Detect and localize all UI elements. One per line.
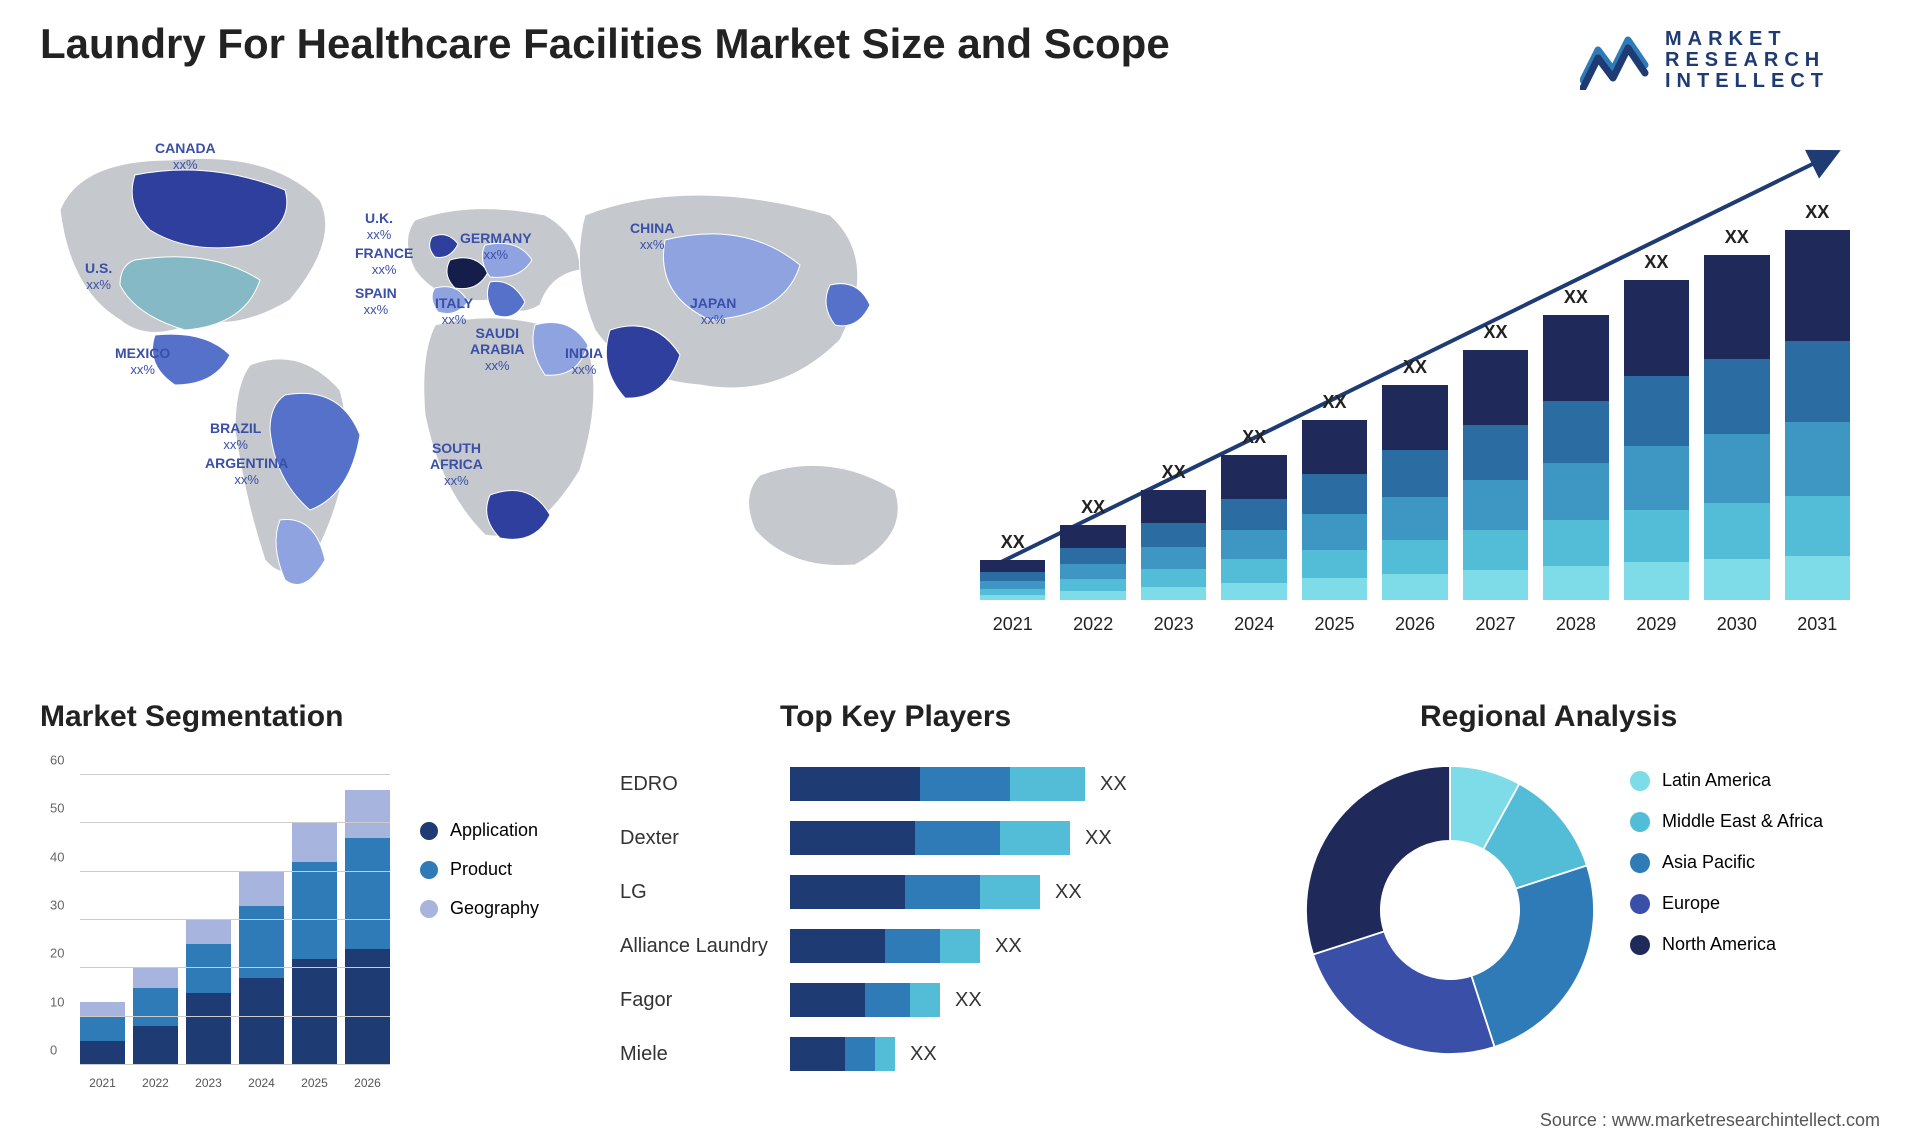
seg-ytick-label: 20: [50, 946, 64, 961]
world-map-svg: [40, 130, 940, 650]
player-value: XX: [1055, 881, 1082, 904]
segmentation-chart: 0 10 20 30 40 50 60 2021 2022 2023 2024 2025 2026 A…: [40, 750, 600, 1090]
player-name: Fagor: [620, 989, 790, 1012]
seg-legend-item: Geography: [420, 898, 539, 919]
growth-year-label: 2030: [1704, 614, 1769, 635]
map-label-canada: CANADAxx%: [155, 140, 216, 173]
map-label-italy: ITALYxx%: [435, 295, 473, 328]
map-label-south-africa: SOUTHAFRICAxx%: [430, 440, 483, 489]
seg-ytick-label: 10: [50, 994, 64, 1009]
player-value: XX: [1100, 773, 1127, 796]
player-name: Alliance Laundry: [620, 935, 790, 958]
brand-logo: MARKET RESEARCH INTELLECT: [1580, 15, 1880, 105]
map-label-spain: SPAINxx%: [355, 285, 397, 318]
page-title: Laundry For Healthcare Facilities Market…: [40, 20, 1170, 68]
map-label-u-s-: U.S.xx%: [85, 260, 112, 293]
seg-ytick-label: 30: [50, 898, 64, 913]
growth-bar: XX: [1221, 455, 1286, 600]
growth-year-label: 2024: [1221, 614, 1286, 635]
seg-legend-item: Application: [420, 820, 539, 841]
seg-ytick-label: 40: [50, 849, 64, 864]
growth-year-label: 2023: [1141, 614, 1206, 635]
growth-bar: XX: [1704, 255, 1769, 600]
players-title: Top Key Players: [780, 700, 1011, 734]
player-value: XX: [1085, 827, 1112, 850]
seg-year-label: 2026: [345, 1076, 390, 1090]
seg-bar: [292, 823, 337, 1065]
growth-year-label: 2021: [980, 614, 1045, 635]
seg-bar: [345, 790, 390, 1065]
source-citation: Source : www.marketresearchintellect.com: [1540, 1110, 1880, 1131]
growth-bar-chart: XXXXXXXXXXXXXXXXXXXXXX 20212022202320242…: [980, 135, 1850, 635]
seg-year-label: 2024: [239, 1076, 284, 1090]
seg-ytick-label: 60: [50, 753, 64, 768]
players-chart: EDROXXDexterXXLGXXAlliance LaundryXXFago…: [620, 760, 1240, 1100]
player-value: XX: [910, 1043, 937, 1066]
growth-bar: XX: [1141, 490, 1206, 600]
map-label-germany: GERMANYxx%: [460, 230, 532, 263]
growth-bar: XX: [1060, 525, 1125, 600]
player-name: LG: [620, 881, 790, 904]
segmentation-title: Market Segmentation: [40, 700, 343, 734]
player-row: EDRO XX: [620, 760, 1240, 808]
growth-bar: XX: [1624, 280, 1689, 600]
map-label-japan: JAPANxx%: [690, 295, 736, 328]
player-name: Dexter: [620, 827, 790, 850]
map-label-france: FRANCExx%: [355, 245, 413, 278]
logo-text: MARKET RESEARCH INTELLECT: [1665, 29, 1829, 92]
growth-bar: XX: [1785, 230, 1850, 600]
regional-legend-item: Europe: [1630, 893, 1823, 914]
player-row: LG XX: [620, 868, 1240, 916]
map-label-brazil: BRAZILxx%: [210, 420, 261, 453]
growth-bar: XX: [1302, 420, 1367, 600]
growth-year-label: 2025: [1302, 614, 1367, 635]
growth-bar: XX: [980, 560, 1045, 600]
growth-year-label: 2022: [1060, 614, 1125, 635]
seg-bar: [133, 968, 178, 1065]
regional-legend-item: Asia Pacific: [1630, 852, 1823, 873]
regional-title: Regional Analysis: [1420, 700, 1677, 734]
regional-legend-item: North America: [1630, 934, 1823, 955]
player-name: Miele: [620, 1043, 790, 1066]
seg-year-label: 2021: [80, 1076, 125, 1090]
map-label-u-k-: U.K.xx%: [365, 210, 393, 243]
player-value: XX: [955, 989, 982, 1012]
seg-bar: [186, 920, 231, 1065]
regional-legend-item: Latin America: [1630, 770, 1823, 791]
player-row: Fagor XX: [620, 976, 1240, 1024]
segmentation-legend: Application Product Geography: [420, 820, 539, 937]
regional-legend: Latin America Middle East & Africa Asia Pa…: [1630, 770, 1823, 975]
player-row: Dexter XX: [620, 814, 1240, 862]
logo-icon: [1580, 30, 1650, 90]
map-label-india: INDIAxx%: [565, 345, 603, 378]
growth-year-label: 2027: [1463, 614, 1528, 635]
seg-bar: [80, 1002, 125, 1065]
player-row: Miele XX: [620, 1030, 1240, 1078]
seg-ytick-label: 50: [50, 801, 64, 816]
seg-year-label: 2025: [292, 1076, 337, 1090]
growth-year-label: 2031: [1785, 614, 1850, 635]
seg-legend-item: Product: [420, 859, 539, 880]
growth-bar: XX: [1543, 315, 1608, 600]
player-row: Alliance Laundry XX: [620, 922, 1240, 970]
seg-year-label: 2023: [186, 1076, 231, 1090]
world-map: CANADAxx% U.S.xx% MEXICOxx% BRAZILxx%ARGENT…: [40, 130, 940, 650]
seg-ytick-label: 0: [50, 1043, 57, 1058]
growth-bar: XX: [1463, 350, 1528, 600]
player-name: EDRO: [620, 773, 790, 796]
map-label-saudi-arabia: SAUDIARABIAxx%: [470, 325, 524, 374]
player-value: XX: [995, 935, 1022, 958]
growth-year-label: 2029: [1624, 614, 1689, 635]
map-label-argentina: ARGENTINAxx%: [205, 455, 288, 488]
map-label-mexico: MEXICOxx%: [115, 345, 170, 378]
seg-year-label: 2022: [133, 1076, 178, 1090]
growth-bar: XX: [1382, 385, 1447, 600]
growth-year-label: 2026: [1382, 614, 1447, 635]
donut-icon: [1300, 760, 1600, 1060]
map-label-china: CHINAxx%: [630, 220, 674, 253]
regional-legend-item: Middle East & Africa: [1630, 811, 1823, 832]
regional-donut: Latin America Middle East & Africa Asia Pa…: [1300, 760, 1860, 1100]
growth-year-label: 2028: [1543, 614, 1608, 635]
